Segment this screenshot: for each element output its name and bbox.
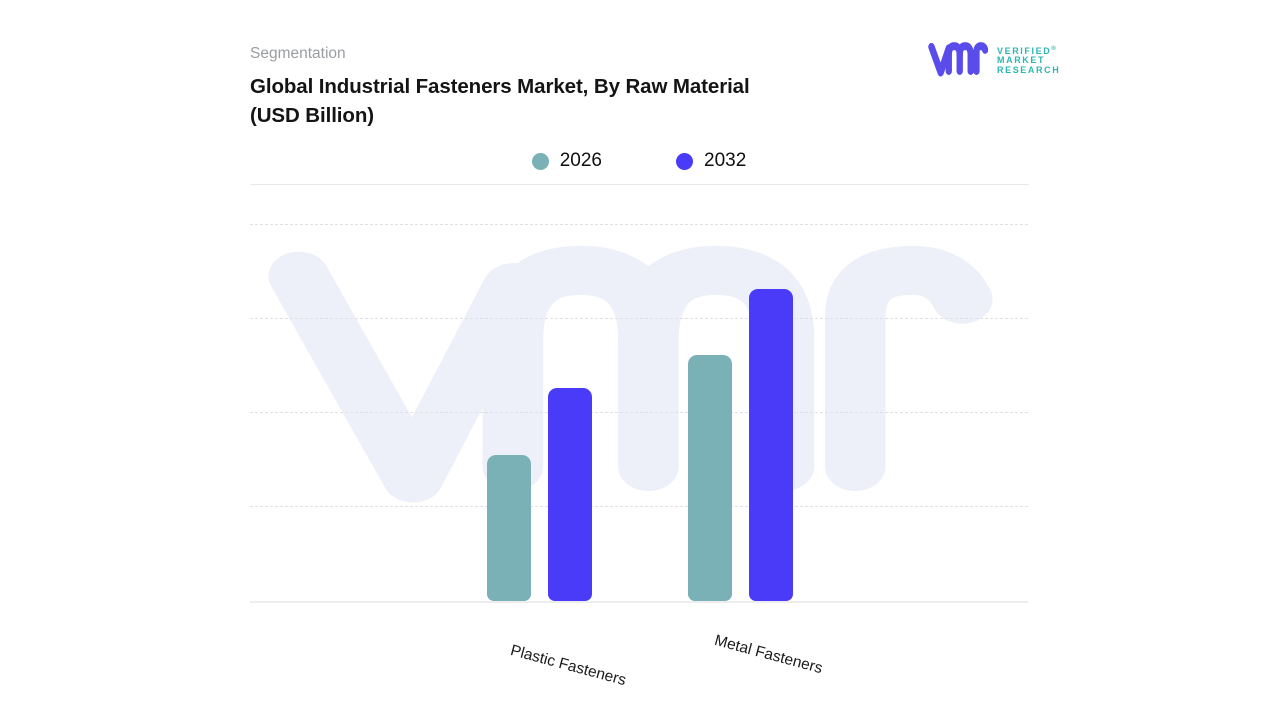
legend-label: 2032	[704, 150, 747, 171]
page-title-line2: (USD Billion)	[250, 104, 374, 127]
bar-2026-metal-fasteners[interactable]	[688, 355, 732, 601]
registered-mark: ®	[1051, 45, 1056, 52]
vmr-logo-mark-icon	[928, 42, 988, 77]
bar-2032-metal-fasteners[interactable]	[749, 289, 793, 601]
plot-area	[250, 224, 1028, 603]
logo-word-verified: VERIFIED	[997, 45, 1052, 56]
legend-label: 2026	[559, 150, 602, 171]
logo-word-research: RESEARCH	[997, 64, 1061, 75]
logo-word-market: MARKET	[997, 55, 1046, 66]
bar-2032-plastic-fasteners[interactable]	[548, 388, 592, 601]
x-axis-label-plastic-fasteners: Plastic Fasteners	[508, 642, 628, 690]
legend-item-2026[interactable]: 2026	[531, 150, 602, 172]
page-title-line1: Global Industrial Fasteners Market, By R…	[250, 75, 750, 98]
chart-legend: 2026 2032	[250, 147, 1028, 175]
eyebrow-label: Segmentation	[250, 45, 346, 62]
legend-item-2032[interactable]: 2032	[676, 150, 746, 172]
gridline-2	[250, 412, 1028, 413]
x-axis-labels: Plastic Fasteners Metal Fasteners	[250, 610, 1028, 695]
page-title: Global Industrial Fasteners Market, By R…	[250, 72, 870, 130]
header-separator-line	[250, 184, 1029, 185]
vmr-watermark-icon	[268, 245, 993, 503]
x-axis-label-metal-fasteners: Metal Fasteners	[712, 632, 825, 678]
gridline-3	[250, 318, 1028, 319]
gridline-1	[250, 506, 1028, 507]
gridline-4	[250, 224, 1028, 225]
legend-dot-2032	[676, 152, 693, 170]
vmr-logo-text: VERIFIED® MARKET RESEARCH	[997, 45, 1060, 76]
bar-2026-plastic-fasteners[interactable]	[487, 455, 531, 601]
vmr-logo: VERIFIED® MARKET RESEARCH	[928, 41, 1060, 79]
legend-dot-2026	[531, 152, 549, 170]
